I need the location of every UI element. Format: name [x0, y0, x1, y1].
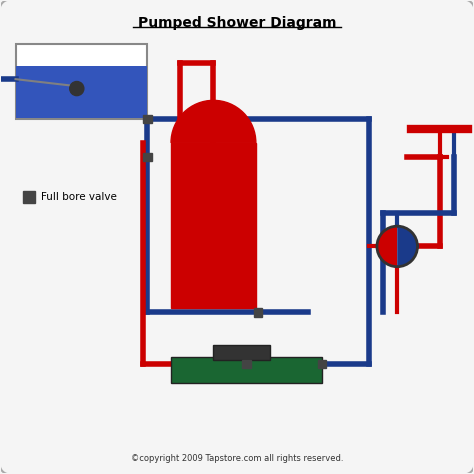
Text: ©copyright 2009 Tapstore.com all rights reserved.: ©copyright 2009 Tapstore.com all rights …	[131, 454, 343, 463]
Bar	[213, 346, 270, 359]
Text: Pumped Shower Diagram: Pumped Shower Diagram	[138, 16, 336, 29]
Bar	[143, 153, 152, 161]
Wedge shape	[377, 226, 397, 267]
Bar	[16, 44, 147, 119]
Bar	[17, 66, 146, 118]
Wedge shape	[171, 100, 256, 143]
Bar	[318, 360, 326, 368]
Bar	[171, 143, 256, 308]
Wedge shape	[397, 226, 418, 267]
Bar	[242, 360, 251, 368]
Bar	[143, 115, 152, 123]
Bar	[171, 357, 322, 383]
Bar	[23, 191, 35, 203]
Circle shape	[70, 82, 84, 96]
Bar	[254, 308, 263, 317]
Text: Full bore valve: Full bore valve	[41, 192, 118, 202]
